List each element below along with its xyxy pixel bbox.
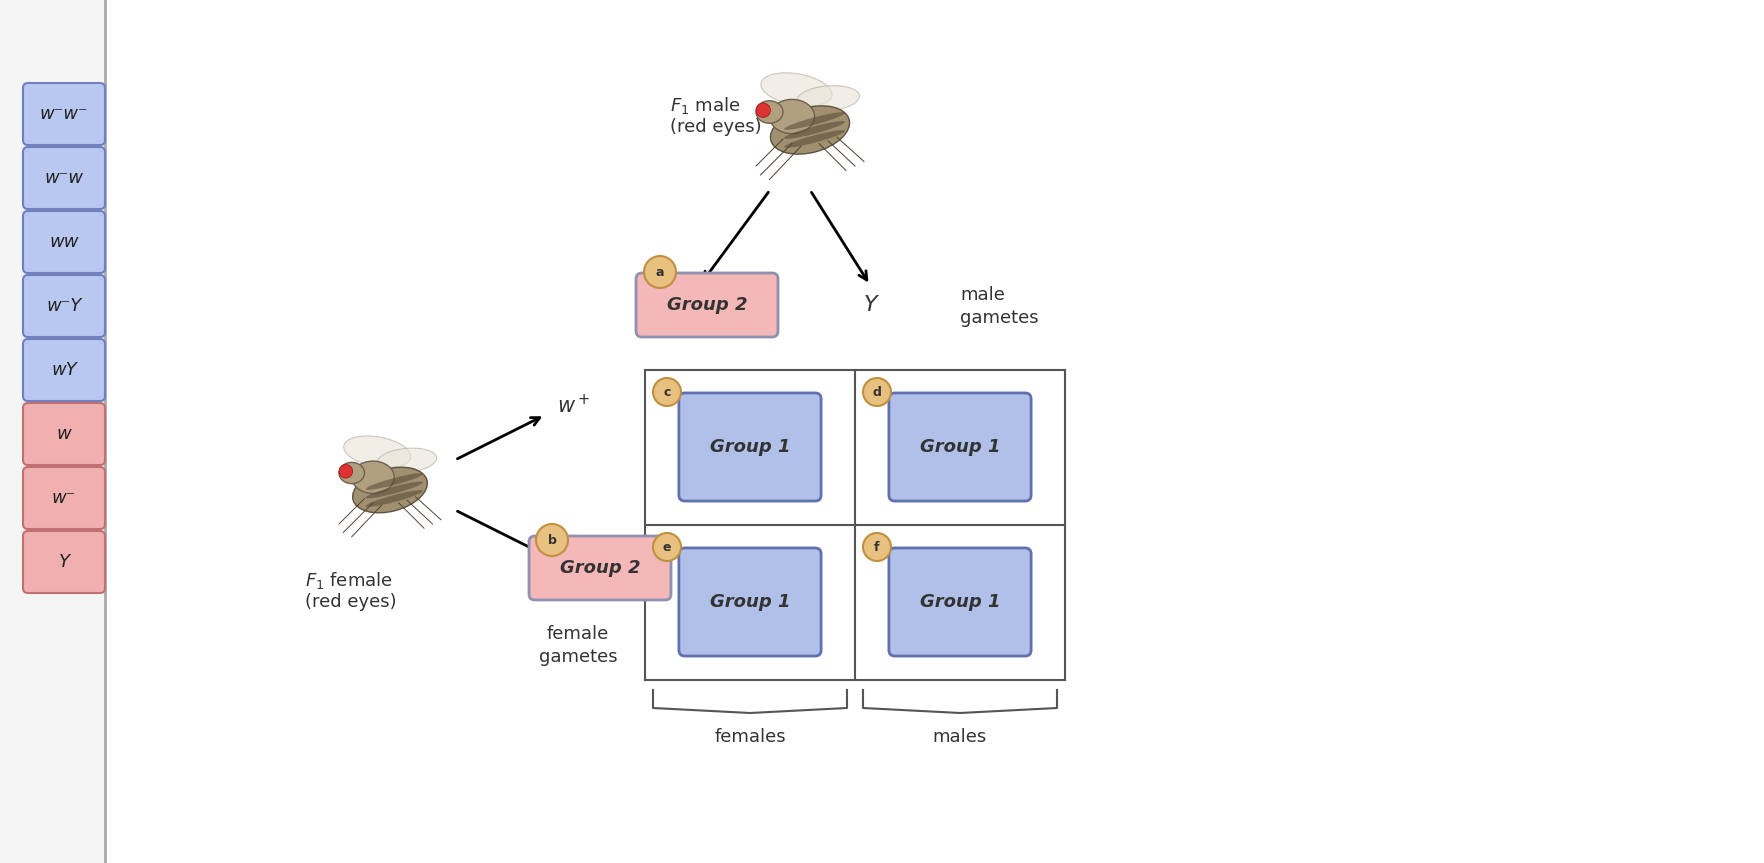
Text: Group 1: Group 1 [709,438,790,456]
Circle shape [653,378,681,406]
FancyBboxPatch shape [889,393,1030,501]
Ellipse shape [769,99,813,134]
Text: w⁻w: w⁻w [44,169,83,187]
Text: ww: ww [49,233,79,251]
FancyBboxPatch shape [23,147,104,209]
Text: gametes: gametes [960,309,1037,327]
Circle shape [755,103,769,117]
Text: Y: Y [863,295,877,315]
Text: female: female [547,625,609,643]
Ellipse shape [339,463,365,483]
FancyBboxPatch shape [529,536,670,600]
Text: w⁻Y: w⁻Y [46,297,81,315]
FancyBboxPatch shape [23,275,104,337]
Ellipse shape [783,121,845,139]
Text: c: c [663,386,670,399]
Text: Group 2: Group 2 [667,296,746,314]
Ellipse shape [344,436,411,468]
Ellipse shape [377,448,436,472]
Ellipse shape [353,467,427,513]
Text: gametes: gametes [538,648,617,666]
FancyBboxPatch shape [679,548,820,656]
Text: male: male [960,286,1004,304]
Circle shape [863,533,891,561]
Ellipse shape [365,482,423,498]
FancyBboxPatch shape [679,393,820,501]
Ellipse shape [783,130,845,148]
FancyBboxPatch shape [23,403,104,465]
Text: a: a [656,266,663,279]
Ellipse shape [760,72,831,106]
Text: d: d [871,386,880,399]
Text: w⁻w⁻: w⁻w⁻ [41,105,88,123]
Text: (red eyes): (red eyes) [670,118,762,136]
Text: $F_1$ male: $F_1$ male [670,95,739,116]
Text: w: w [56,425,71,443]
FancyBboxPatch shape [23,467,104,529]
Circle shape [653,533,681,561]
FancyBboxPatch shape [23,83,104,145]
Text: Group 1: Group 1 [919,593,1000,611]
Bar [0,0,104,863]
Ellipse shape [783,112,845,129]
Circle shape [863,378,891,406]
Ellipse shape [771,106,848,154]
Text: $w^+$: $w^+$ [557,394,591,417]
Text: wY: wY [51,361,78,379]
FancyBboxPatch shape [23,339,104,401]
Text: e: e [662,540,670,553]
Text: Group 2: Group 2 [559,559,640,577]
Text: b: b [547,533,556,546]
Text: females: females [714,728,785,746]
Circle shape [536,524,568,556]
Text: Group 1: Group 1 [709,593,790,611]
Ellipse shape [365,490,423,507]
Text: f: f [873,540,878,553]
Text: Group 1: Group 1 [919,438,1000,456]
FancyBboxPatch shape [889,548,1030,656]
Text: Y: Y [58,553,69,571]
Text: (red eyes): (red eyes) [305,593,397,611]
Ellipse shape [796,85,859,111]
Circle shape [644,256,676,288]
FancyBboxPatch shape [635,273,778,337]
Text: males: males [933,728,986,746]
Ellipse shape [365,473,423,490]
Text: $F_1$ female: $F_1$ female [305,570,392,591]
FancyBboxPatch shape [23,531,104,593]
Circle shape [339,464,353,478]
Ellipse shape [351,461,393,494]
Ellipse shape [755,101,783,123]
FancyBboxPatch shape [23,211,104,273]
Text: w⁻: w⁻ [51,489,76,507]
